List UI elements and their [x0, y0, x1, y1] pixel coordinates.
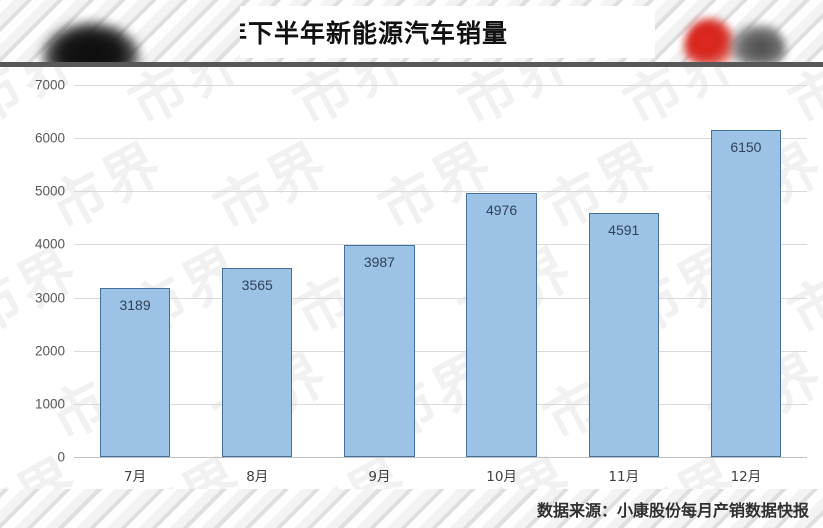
y-axis-tick-label: 1000: [34, 396, 65, 412]
y-axis-tick-label: 2000: [34, 343, 65, 359]
watermark-text: 市界: [0, 340, 11, 454]
y-axis-tick-label: 0: [57, 449, 65, 465]
bar-11月[interactable]: 4591: [588, 213, 659, 457]
gray-car-photo-icon: [730, 24, 786, 62]
x-axis-tick-label: 8月: [246, 469, 269, 485]
x-axis-tick-label: 7月: [124, 469, 147, 485]
bar-value-label: 6150: [730, 139, 762, 156]
bar-value-label: 3987: [363, 254, 395, 271]
gridline: [74, 138, 807, 140]
bar-7月[interactable]: 3189: [99, 287, 171, 457]
gridline: [74, 85, 807, 86]
x-axis-tick-label: 9月: [368, 469, 391, 485]
x-axis-tick-label: 11月: [608, 469, 640, 485]
gridline: [74, 350, 807, 352]
bar-value-label: 4591: [608, 222, 640, 239]
gridline: [74, 297, 807, 299]
y-axis-tick-label: 7000: [34, 77, 65, 93]
title-plate: 年下半年新能源汽车销量: [240, 6, 655, 58]
gridline: [74, 403, 807, 405]
bar-8月[interactable]: 3565: [222, 267, 293, 457]
x-axis-tick-label: 10月: [486, 469, 517, 485]
watermark-text: 市界: [0, 130, 11, 244]
bar-9月[interactable]: 3987: [344, 245, 415, 457]
y-axis-tick-label: 3000: [34, 290, 65, 306]
chart-header: 年下半年新能源汽车销量: [0, 0, 823, 62]
gridline: [74, 457, 807, 458]
bar-12月[interactable]: 6150: [710, 130, 782, 457]
plot-area: 0 1000 2000 3000 4000 5000 6000 7000 3189 7月 3565 8…: [35, 67, 807, 489]
header-divider: [0, 62, 823, 67]
gridline: [74, 244, 807, 246]
bar-value-label: 4976: [485, 201, 518, 218]
data-source-label: 数据来源：小康股份每月产销数据快报: [536, 500, 809, 520]
bar-10月[interactable]: 4976: [466, 192, 537, 457]
y-axis-tick-label: 5000: [34, 183, 65, 199]
x-axis-tick-label: 12月: [730, 469, 762, 485]
y-axis-tick-label: 6000: [34, 130, 65, 146]
chart-canvas: 市界市界市界市界市界市界市界市界市界市界市界市界市界市界市界市界市界市界市界市界…: [0, 67, 823, 489]
y-axis-tick-label: 4000: [34, 236, 65, 252]
page-title: 年下半年新能源汽车销量: [240, 19, 509, 48]
bar-value-label: 3189: [119, 296, 151, 313]
red-car-photo-icon: [684, 18, 736, 62]
dark-car-photo-icon: [42, 22, 140, 62]
gridline: [74, 191, 807, 193]
bar-value-label: 3565: [241, 276, 273, 293]
chart-footer: 数据来源：小康股份每月产销数据快报: [0, 489, 823, 528]
